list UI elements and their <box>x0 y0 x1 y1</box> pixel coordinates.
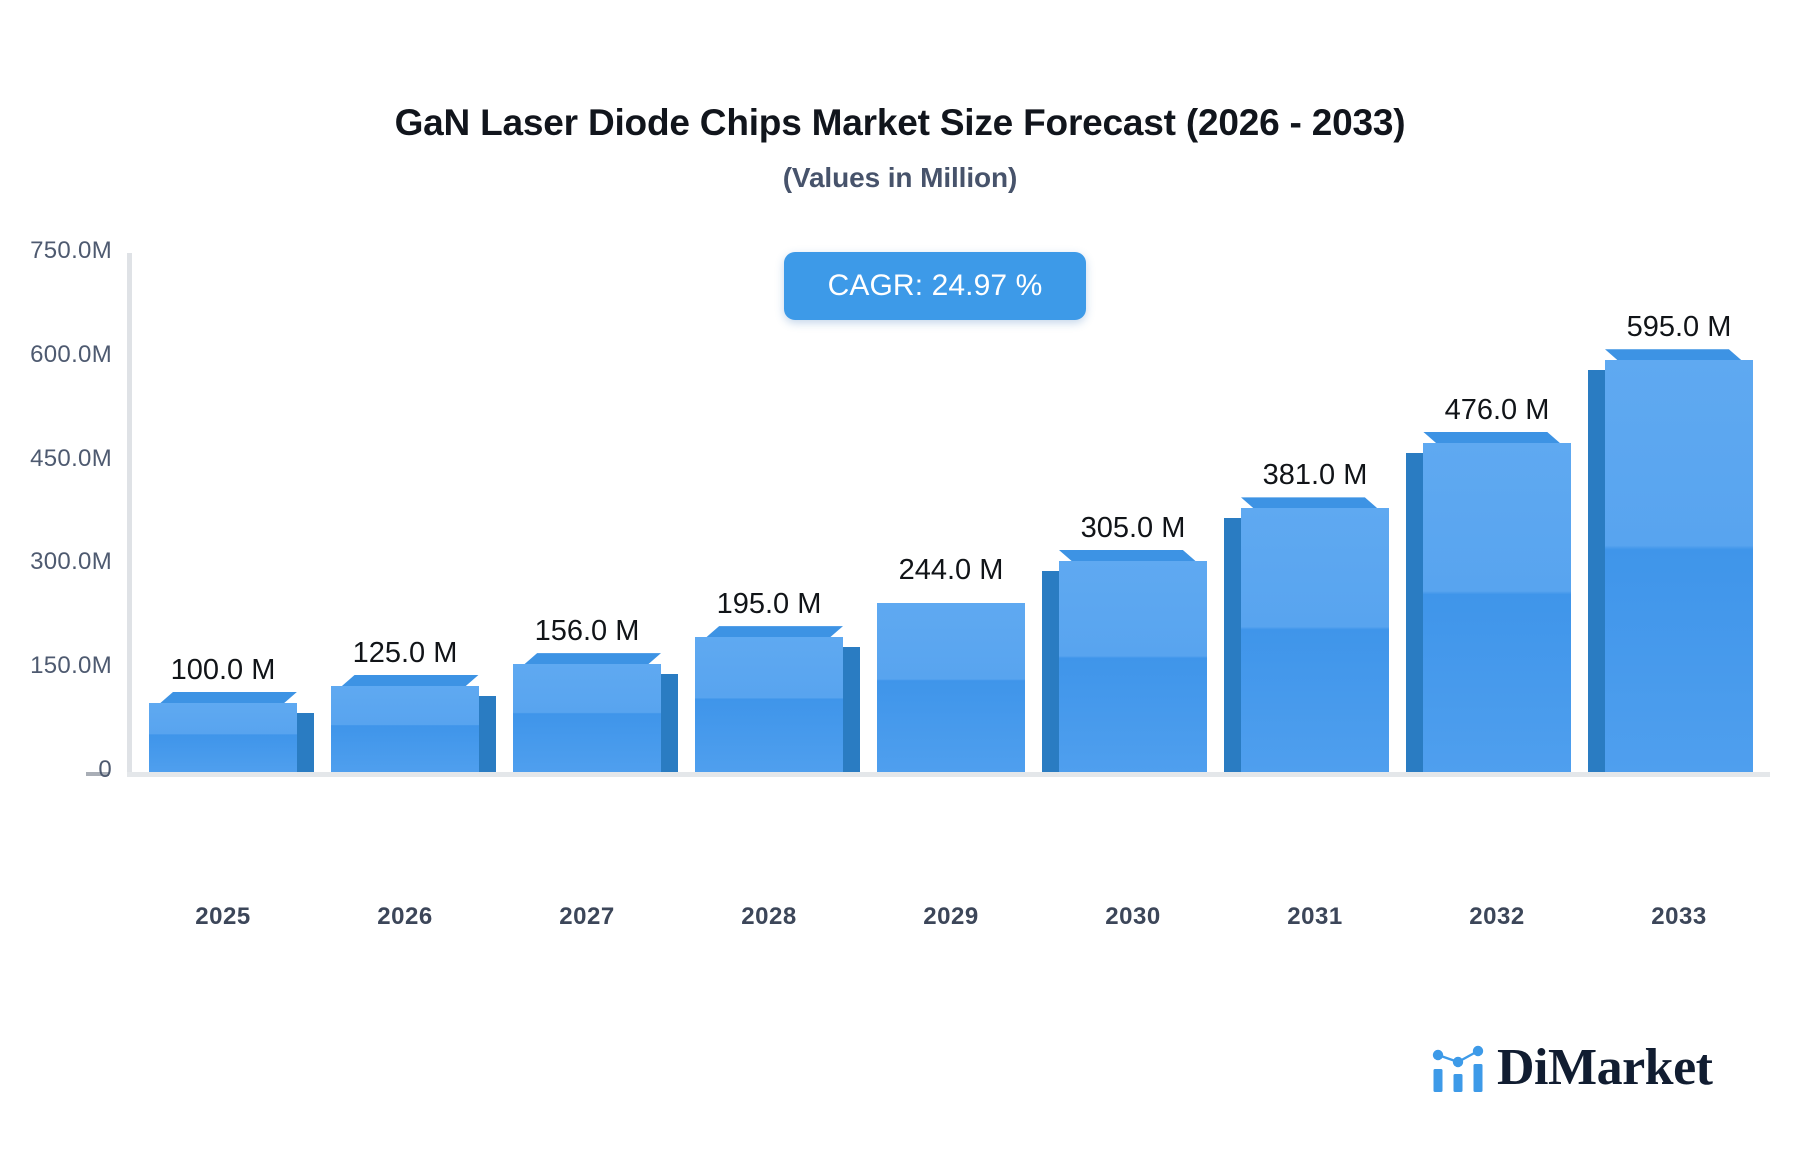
bar[interactable]: 381.0 M <box>1224 459 1389 772</box>
bar-value-label: 195.0 M <box>716 588 822 621</box>
bar-front-face <box>1423 442 1571 772</box>
cagr-badge-label: CAGR: 24.97 % <box>827 269 1043 302</box>
bar-front-face <box>1059 560 1207 772</box>
y-axis-tick-label: 600.0M <box>30 340 112 368</box>
bar-value-label: 100.0 M <box>170 653 276 686</box>
bar-top-face <box>1605 349 1743 362</box>
bar-value-label: 381.0 M <box>1262 459 1368 492</box>
x-axis-tick-label: 2031 <box>1287 903 1343 930</box>
bar-front-face <box>1241 508 1389 772</box>
y-axis-tick-label: 300.0M <box>30 548 112 576</box>
x-axis-tick-label: 2025 <box>195 903 251 930</box>
bar-side-face <box>479 695 496 772</box>
bar-top-face <box>159 691 297 704</box>
bar-front-face <box>513 664 661 772</box>
bar-side-face <box>1224 518 1241 772</box>
bar-chart-logo-icon <box>1432 1045 1484 1092</box>
bar-front-face <box>149 702 297 772</box>
bar[interactable]: 305.0 M <box>1042 512 1207 772</box>
bar-side-face <box>661 674 678 772</box>
bar-side-face <box>1406 452 1423 772</box>
y-axis-tick-label: 450.0M <box>30 444 112 472</box>
y-axis-tick-label: 750.0M <box>30 237 112 264</box>
bar-value-label: 595.0 M <box>1626 311 1732 344</box>
x-axis-tick-label: 2030 <box>1105 903 1161 930</box>
y-axis-tick-label: 150.0M <box>30 652 112 680</box>
bar-front-face <box>331 685 479 772</box>
bar-value-label: 244.0 M <box>898 554 1004 587</box>
cagr-badge: CAGR: 24.97 % <box>784 252 1086 320</box>
bar-value-label: 305.0 M <box>1080 511 1186 544</box>
bar-side-face <box>1588 370 1605 772</box>
bar-value-label: 156.0 M <box>534 615 640 648</box>
bar-side-face <box>843 647 860 772</box>
x-axis-tick-label: 2026 <box>377 903 433 930</box>
bar[interactable]: 100.0 M <box>149 654 314 772</box>
bar[interactable]: 156.0 M <box>513 615 678 772</box>
chart-header: GaN Laser Diode Chips Market Size Foreca… <box>0 0 1800 194</box>
chart-subtitle: (Values in Million) <box>782 161 1018 193</box>
x-axis-tick-label: 2028 <box>741 903 797 930</box>
y-axis-line <box>127 253 132 776</box>
bar[interactable]: 476.0 M <box>1406 394 1571 772</box>
bar[interactable]: 244.0 M <box>877 554 1025 772</box>
x-axis-tick-label: 2033 <box>1651 903 1707 930</box>
bar-top-face <box>1059 549 1197 562</box>
brand-logo-text: DiMarket <box>1497 1039 1713 1096</box>
bar[interactable]: 595.0 M <box>1588 311 1753 772</box>
bar[interactable]: 125.0 M <box>331 637 496 772</box>
bar-side-face <box>297 712 314 772</box>
bar-front-face <box>877 603 1025 772</box>
page-title: GaN Laser Diode Chips Market Size Foreca… <box>394 102 1406 143</box>
bar-top-face <box>1241 497 1379 510</box>
bar-front-face <box>695 637 843 772</box>
x-axis-tick-label: 2027 <box>559 903 615 930</box>
bar-side-face <box>1042 570 1059 772</box>
brand-logo: DiMarket <box>1432 1039 1713 1096</box>
bar-top-face <box>1423 431 1561 444</box>
x-axis-line <box>127 772 1770 777</box>
y-axis-tick-label: 0 <box>98 756 112 783</box>
bar-top-face <box>341 674 479 687</box>
bar-top-face <box>705 626 843 639</box>
y-axis-zero-tick <box>86 772 109 776</box>
bar-top-face <box>523 653 661 666</box>
bar-value-label: 476.0 M <box>1444 393 1550 426</box>
x-axis-tick-label: 2032 <box>1469 903 1525 930</box>
x-axis-tick-label: 2029 <box>923 903 979 930</box>
bar-value-label: 125.0 M <box>352 636 458 669</box>
bar-front-face <box>1605 360 1753 772</box>
bar[interactable]: 195.0 M <box>695 588 860 772</box>
